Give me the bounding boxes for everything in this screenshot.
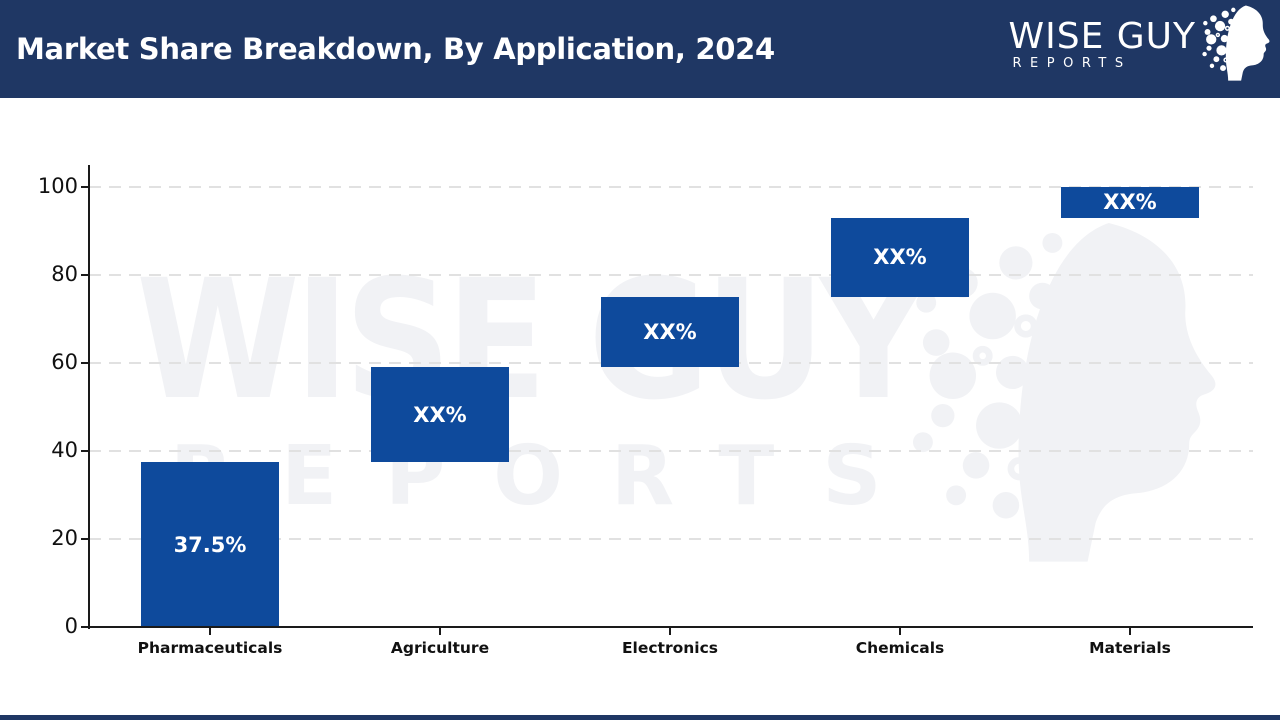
logo-subtext: REPORTS [1012,55,1132,71]
bar-value-label: XX% [1103,190,1157,215]
category-label-agriculture: Agriculture [390,639,490,657]
watermark-wordmark: WISE GUY [136,244,927,436]
category-label-materials: Materials [1089,639,1171,657]
y-axis-tick-label-0: 0 [64,614,78,638]
gridline-20 [89,538,1253,540]
y-axis-tick-100 [81,186,89,188]
logo-wordmark: WISE GUY [1008,16,1196,58]
y-axis-tick-label-100: 100 [37,174,78,198]
watermark-subtext: REPORTS [170,429,930,524]
x-axis-tick-2 [669,627,671,635]
y-axis-tick-40 [81,450,89,452]
logo-face-icon [1201,4,1271,82]
bar-value-label: XX% [643,320,697,345]
gridline-100 [89,186,1253,188]
bar-value-label: XX% [413,402,467,427]
category-label-chemicals: Chemicals [855,639,945,657]
gridline-80 [89,274,1253,276]
y-axis-tick-label-40: 40 [51,438,78,462]
x-axis-tick-3 [899,627,901,635]
y-axis-tick-label-60: 60 [51,350,78,374]
page-title: Market Share Breakdown, By Application, … [16,32,775,66]
footer-bar [0,715,1280,720]
header-bar: Market Share Breakdown, By Application, … [0,0,1280,98]
y-axis-tick-label-20: 20 [51,526,78,550]
x-axis-tick-4 [1129,627,1131,635]
brand-logo-text: WISE GUY REPORTS [1009,18,1197,71]
brand-logo: WISE GUY REPORTS [1009,4,1275,85]
x-axis-tick-1 [439,627,441,635]
x-axis-tick-0 [209,627,211,635]
x-axis-line [88,626,1253,628]
gridline-40 [89,450,1253,452]
y-axis-line [88,165,90,629]
y-axis-tick-80 [81,274,89,276]
bar-value-label: XX% [873,245,927,270]
y-axis-tick-20 [81,538,89,540]
bar-value-label: 37.5% [173,532,247,557]
bar-electronics: XX% [601,297,739,368]
category-label-pharmaceuticals: Pharmaceuticals [137,639,283,657]
bar-materials: XX% [1061,187,1199,218]
bar-agriculture: XX% [371,367,509,462]
y-axis-tick-0 [81,626,89,628]
bar-pharmaceuticals: 37.5% [141,462,279,627]
category-label-electronics: Electronics [621,639,719,657]
bar-chemicals: XX% [831,217,969,297]
y-axis-tick-label-80: 80 [51,262,78,286]
y-axis-tick-60 [81,362,89,364]
